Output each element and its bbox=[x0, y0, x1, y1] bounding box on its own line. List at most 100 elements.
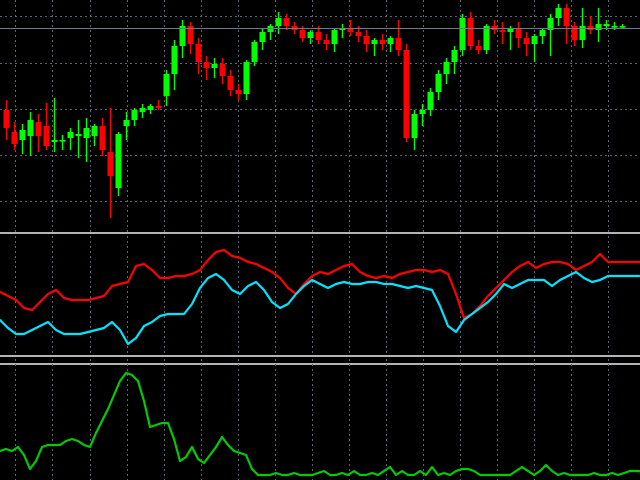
candlestick[interactable] bbox=[467, 12, 474, 50]
candlestick[interactable] bbox=[523, 32, 530, 56]
candlestick[interactable] bbox=[443, 58, 450, 84]
candlestick[interactable] bbox=[235, 84, 242, 100]
price-panel[interactable] bbox=[0, 0, 640, 232]
candlestick[interactable] bbox=[379, 34, 386, 50]
candlestick[interactable] bbox=[139, 104, 146, 118]
series-d-line bbox=[0, 270, 640, 346]
candlestick[interactable] bbox=[67, 128, 74, 150]
candlestick[interactable] bbox=[571, 22, 578, 46]
candlestick[interactable] bbox=[403, 44, 410, 142]
candlestick[interactable] bbox=[259, 28, 266, 50]
candlestick[interactable] bbox=[307, 30, 314, 44]
candlestick[interactable] bbox=[171, 40, 178, 90]
candlestick[interactable] bbox=[91, 124, 98, 146]
candle-body bbox=[171, 46, 178, 74]
candlestick[interactable] bbox=[11, 122, 18, 150]
candlestick[interactable] bbox=[155, 100, 162, 110]
candle-body bbox=[483, 26, 490, 50]
candlestick[interactable] bbox=[331, 28, 338, 52]
candlestick[interactable] bbox=[243, 60, 250, 100]
candlestick[interactable] bbox=[619, 24, 626, 28]
candlestick[interactable] bbox=[411, 110, 418, 150]
candlestick[interactable] bbox=[483, 24, 490, 54]
candlestick[interactable] bbox=[99, 118, 106, 156]
candle-body bbox=[379, 40, 386, 44]
candle-body bbox=[219, 64, 226, 76]
candlestick[interactable] bbox=[35, 114, 42, 152]
candlestick[interactable] bbox=[195, 38, 202, 74]
candlestick[interactable] bbox=[115, 132, 122, 196]
candle-body bbox=[139, 108, 146, 112]
candlestick-series[interactable] bbox=[0, 0, 640, 232]
candlestick[interactable] bbox=[43, 103, 50, 150]
candlestick[interactable] bbox=[187, 22, 194, 54]
candlestick[interactable] bbox=[555, 4, 562, 26]
candle-body bbox=[147, 106, 154, 110]
candle-body bbox=[411, 114, 418, 138]
candlestick[interactable] bbox=[123, 112, 130, 140]
candlestick[interactable] bbox=[339, 24, 346, 38]
candle-body bbox=[155, 106, 162, 108]
candlestick[interactable] bbox=[539, 28, 546, 44]
candle-body bbox=[387, 38, 394, 44]
candle-body bbox=[403, 50, 410, 138]
candlestick[interactable] bbox=[323, 34, 330, 50]
candlestick[interactable] bbox=[27, 112, 34, 156]
candlestick[interactable] bbox=[19, 124, 26, 154]
candle-body bbox=[187, 26, 194, 44]
stochastic-series[interactable] bbox=[0, 236, 640, 355]
candle-body bbox=[251, 42, 258, 62]
candlestick[interactable] bbox=[475, 40, 482, 54]
candlestick[interactable] bbox=[219, 58, 226, 84]
candlestick[interactable] bbox=[491, 20, 498, 34]
candlestick[interactable] bbox=[179, 20, 186, 58]
candlestick[interactable] bbox=[275, 12, 282, 34]
candlestick[interactable] bbox=[283, 14, 290, 30]
candle-body bbox=[603, 24, 610, 26]
candlestick[interactable] bbox=[507, 26, 514, 50]
candlestick[interactable] bbox=[547, 14, 554, 56]
candlestick[interactable] bbox=[203, 56, 210, 80]
candlestick[interactable] bbox=[59, 135, 66, 150]
candlestick[interactable] bbox=[267, 24, 274, 40]
candle-body bbox=[75, 134, 82, 136]
candle-body bbox=[355, 32, 362, 36]
candlestick[interactable] bbox=[427, 88, 434, 116]
candlestick[interactable] bbox=[451, 46, 458, 74]
volume-series[interactable] bbox=[0, 359, 640, 480]
candlestick[interactable] bbox=[51, 98, 58, 152]
candlestick[interactable] bbox=[363, 30, 370, 52]
candlestick[interactable] bbox=[75, 120, 82, 158]
candlestick[interactable] bbox=[563, 4, 570, 44]
candlestick[interactable] bbox=[371, 38, 378, 56]
candlestick[interactable] bbox=[227, 70, 234, 96]
candlestick[interactable] bbox=[251, 40, 258, 66]
candlestick[interactable] bbox=[107, 108, 114, 218]
candlestick[interactable] bbox=[131, 108, 138, 126]
candle-body bbox=[331, 30, 338, 44]
candlestick[interactable] bbox=[499, 22, 506, 44]
candle-body bbox=[507, 28, 514, 32]
candlestick[interactable] bbox=[147, 104, 154, 114]
candlestick[interactable] bbox=[459, 14, 466, 56]
candlestick[interactable] bbox=[3, 100, 10, 140]
candlestick[interactable] bbox=[531, 34, 538, 62]
candlestick[interactable] bbox=[587, 16, 594, 34]
candlestick[interactable] bbox=[387, 36, 394, 52]
candlestick[interactable] bbox=[419, 104, 426, 126]
candlestick[interactable] bbox=[163, 70, 170, 106]
candlestick[interactable] bbox=[435, 70, 442, 100]
candle-body bbox=[499, 30, 506, 32]
candlestick[interactable] bbox=[595, 8, 602, 42]
candlestick[interactable] bbox=[211, 58, 218, 78]
candle-body bbox=[91, 126, 98, 136]
candlestick[interactable] bbox=[515, 22, 522, 48]
candlestick[interactable] bbox=[395, 20, 402, 56]
stochastic-panel[interactable] bbox=[0, 236, 640, 355]
volume-panel[interactable] bbox=[0, 359, 640, 480]
candle-body bbox=[35, 122, 42, 136]
series-volume-line bbox=[0, 371, 640, 477]
candlestick[interactable] bbox=[83, 118, 90, 162]
candlestick[interactable] bbox=[315, 26, 322, 44]
